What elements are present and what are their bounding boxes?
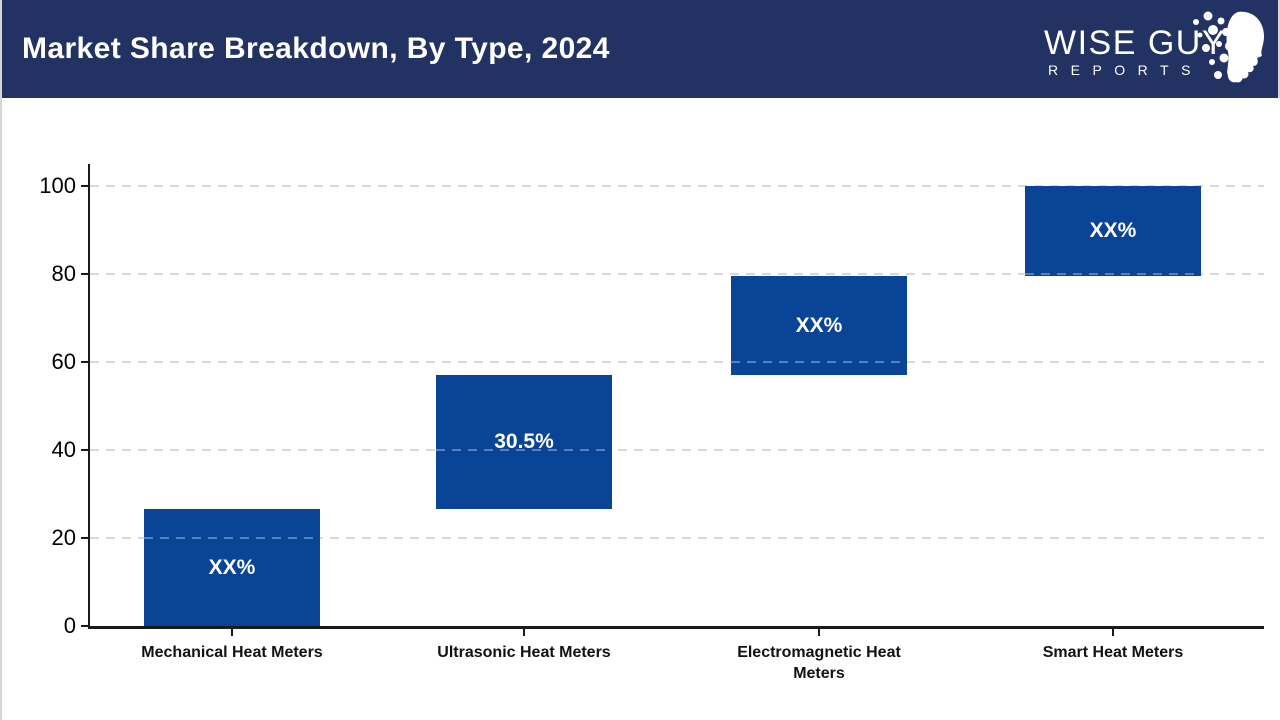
x-tick-mark-3 <box>818 629 820 636</box>
x-tick-mark-4 <box>1112 629 1114 636</box>
bar-value-label: XX% <box>208 555 256 579</box>
y-tick-label-80: 80 <box>51 261 76 286</box>
bar-4: XX% <box>1025 186 1201 277</box>
y-tick-mark-20 <box>81 537 88 539</box>
gridline-over-bar <box>1025 273 1201 275</box>
page-title: Market Share Breakdown, By Type, 2024 <box>22 32 610 65</box>
y-tick-mark-40 <box>81 449 88 451</box>
bar-value-label: 30.5% <box>494 430 554 454</box>
category-label-1: Mechanical Heat Meters <box>141 644 323 661</box>
y-tick-label-20: 20 <box>51 525 76 550</box>
bar-2: 30.5% <box>436 375 612 510</box>
category-label-2: Ultrasonic Heat Meters <box>437 644 611 661</box>
header-bar: Market Share Breakdown, By Type, 2024 WI… <box>2 0 1278 98</box>
wise-guy-reports-logo: WISE GUY REPORTS <box>1014 6 1266 94</box>
x-axis <box>88 626 1264 629</box>
x-tick-mark-2 <box>523 629 525 636</box>
gridline-over-bar <box>436 448 612 451</box>
dotted-head-icon <box>1193 11 1264 83</box>
bar-value-label: XX% <box>795 313 843 337</box>
y-tick-label-40: 40 <box>51 437 76 462</box>
x-tick-mark-1 <box>231 629 233 636</box>
category-label-3: Electromagnetic Heat Meters <box>737 644 901 682</box>
y-tick-mark-80 <box>81 273 88 275</box>
category-label-4: Smart Heat Meters <box>1042 644 1184 661</box>
gridline-20 <box>90 537 1264 539</box>
bar-value-label: XX% <box>1089 219 1137 243</box>
gridline-over-bar <box>731 360 907 363</box>
gridline-80 <box>90 273 1264 275</box>
logo-wordmark: WISE GUY <box>1044 24 1227 62</box>
gridline-60 <box>90 361 1264 363</box>
y-tick-mark-100 <box>81 185 88 187</box>
gridline-40 <box>90 449 1264 451</box>
y-tick-mark-60 <box>81 361 88 363</box>
y-tick-label-60: 60 <box>51 349 76 374</box>
gridline-over-bar <box>144 536 320 539</box>
y-tick-label-0: 0 <box>63 613 76 638</box>
bar-3: XX% <box>731 276 907 376</box>
gridline-100 <box>90 185 1264 187</box>
y-axis <box>88 164 90 629</box>
chart-area: 0 20 40 60 80 100 XX% Mechanical Heat Meters 30.… <box>2 98 1280 720</box>
y-tick-mark-0 <box>81 625 88 627</box>
bar-1: XX% <box>144 509 320 626</box>
y-tick-label-100: 100 <box>39 173 76 198</box>
logo-subtitle: REPORTS <box>1048 62 1203 78</box>
